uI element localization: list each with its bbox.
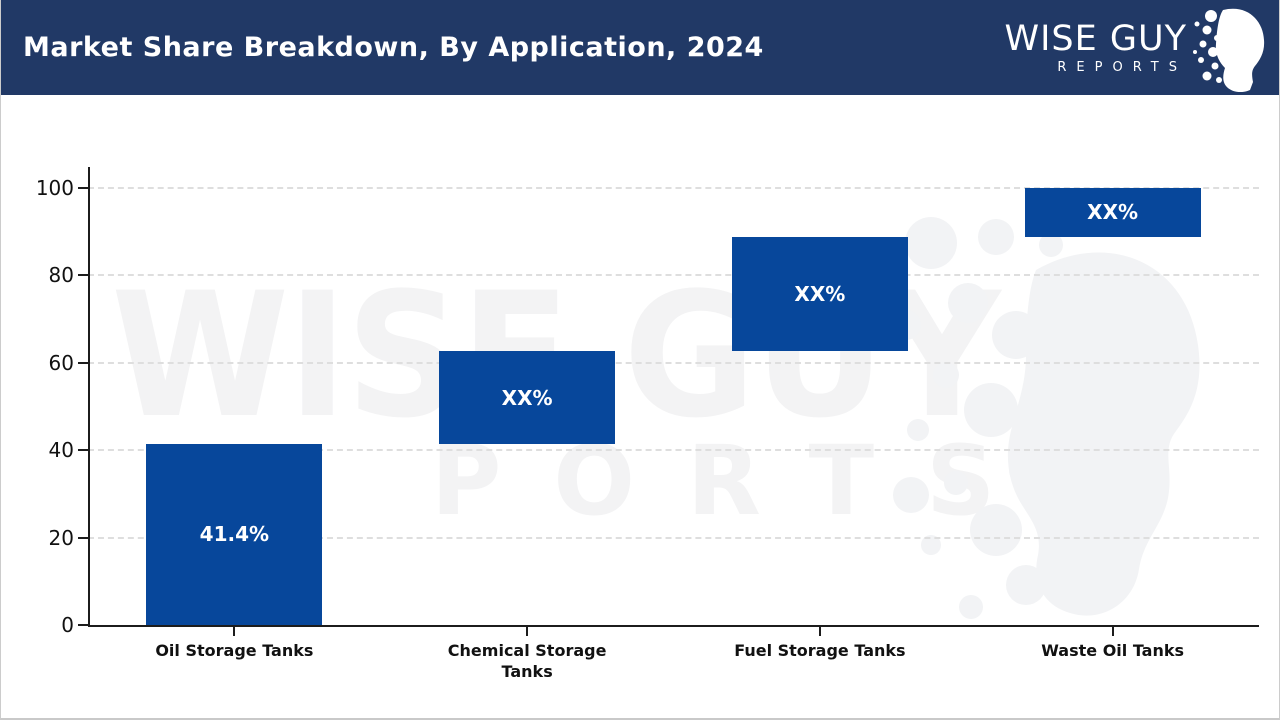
x-tick [818, 627, 821, 636]
y-tick-label: 60 [48, 350, 74, 375]
x-category-label: Chemical Storage Tanks [447, 641, 607, 681]
page-title: Market Share Breakdown, By Application, … [23, 32, 764, 63]
bar-value-label: XX% [794, 282, 846, 307]
y-axis-line [88, 167, 90, 627]
logo-wordmark: WISE GUY REPORTS [1004, 18, 1187, 75]
bar-3: XX% [731, 237, 908, 352]
wise-guy-logo: WISE GUY REPORTS [1004, 4, 1267, 92]
y-tick [78, 186, 88, 189]
y-tick-label: 100 [35, 175, 74, 200]
y-tick [78, 624, 88, 626]
bar-4: XX% [1024, 187, 1201, 238]
x-category-label: Waste Oil Tanks [1041, 641, 1185, 660]
x-axis-line [88, 625, 1259, 627]
y-tick-label: 80 [48, 263, 74, 287]
gridline [88, 449, 1259, 451]
x-tick [1111, 627, 1114, 636]
y-tick-label: 40 [48, 438, 74, 462]
bar-1: 41.4% [146, 443, 323, 625]
gridline [88, 186, 1259, 189]
logo-secondary-text: REPORTS [1057, 59, 1187, 75]
x-tick [233, 627, 236, 636]
y-tick [78, 274, 88, 276]
y-tick-label: 20 [48, 525, 74, 550]
bar-value-label: XX% [1087, 200, 1139, 225]
logo-primary-text: WISE GUY [1004, 18, 1187, 59]
x-category-label: Fuel Storage Tanks [734, 641, 906, 660]
gridline [88, 361, 1259, 364]
logo-head-icon [1193, 8, 1265, 92]
bar-value-label: XX% [501, 385, 553, 410]
gridline [88, 536, 1259, 539]
y-tick-label: 0 [61, 613, 74, 637]
chart-area: WISE GUY PORTS 0 20 40 60 80 100 41.4% Oil Stor… [1, 95, 1279, 718]
gridline [88, 274, 1259, 276]
x-tick [526, 627, 529, 636]
bar-value-label: 41.4% [199, 522, 270, 547]
header-bar: Market Share Breakdown, By Application, … [1, 0, 1279, 95]
y-tick [78, 536, 88, 539]
x-category-label: Oil Storage Tanks [155, 641, 314, 660]
y-tick [78, 449, 88, 451]
y-tick [78, 361, 88, 364]
bar-2: XX% [439, 351, 616, 444]
